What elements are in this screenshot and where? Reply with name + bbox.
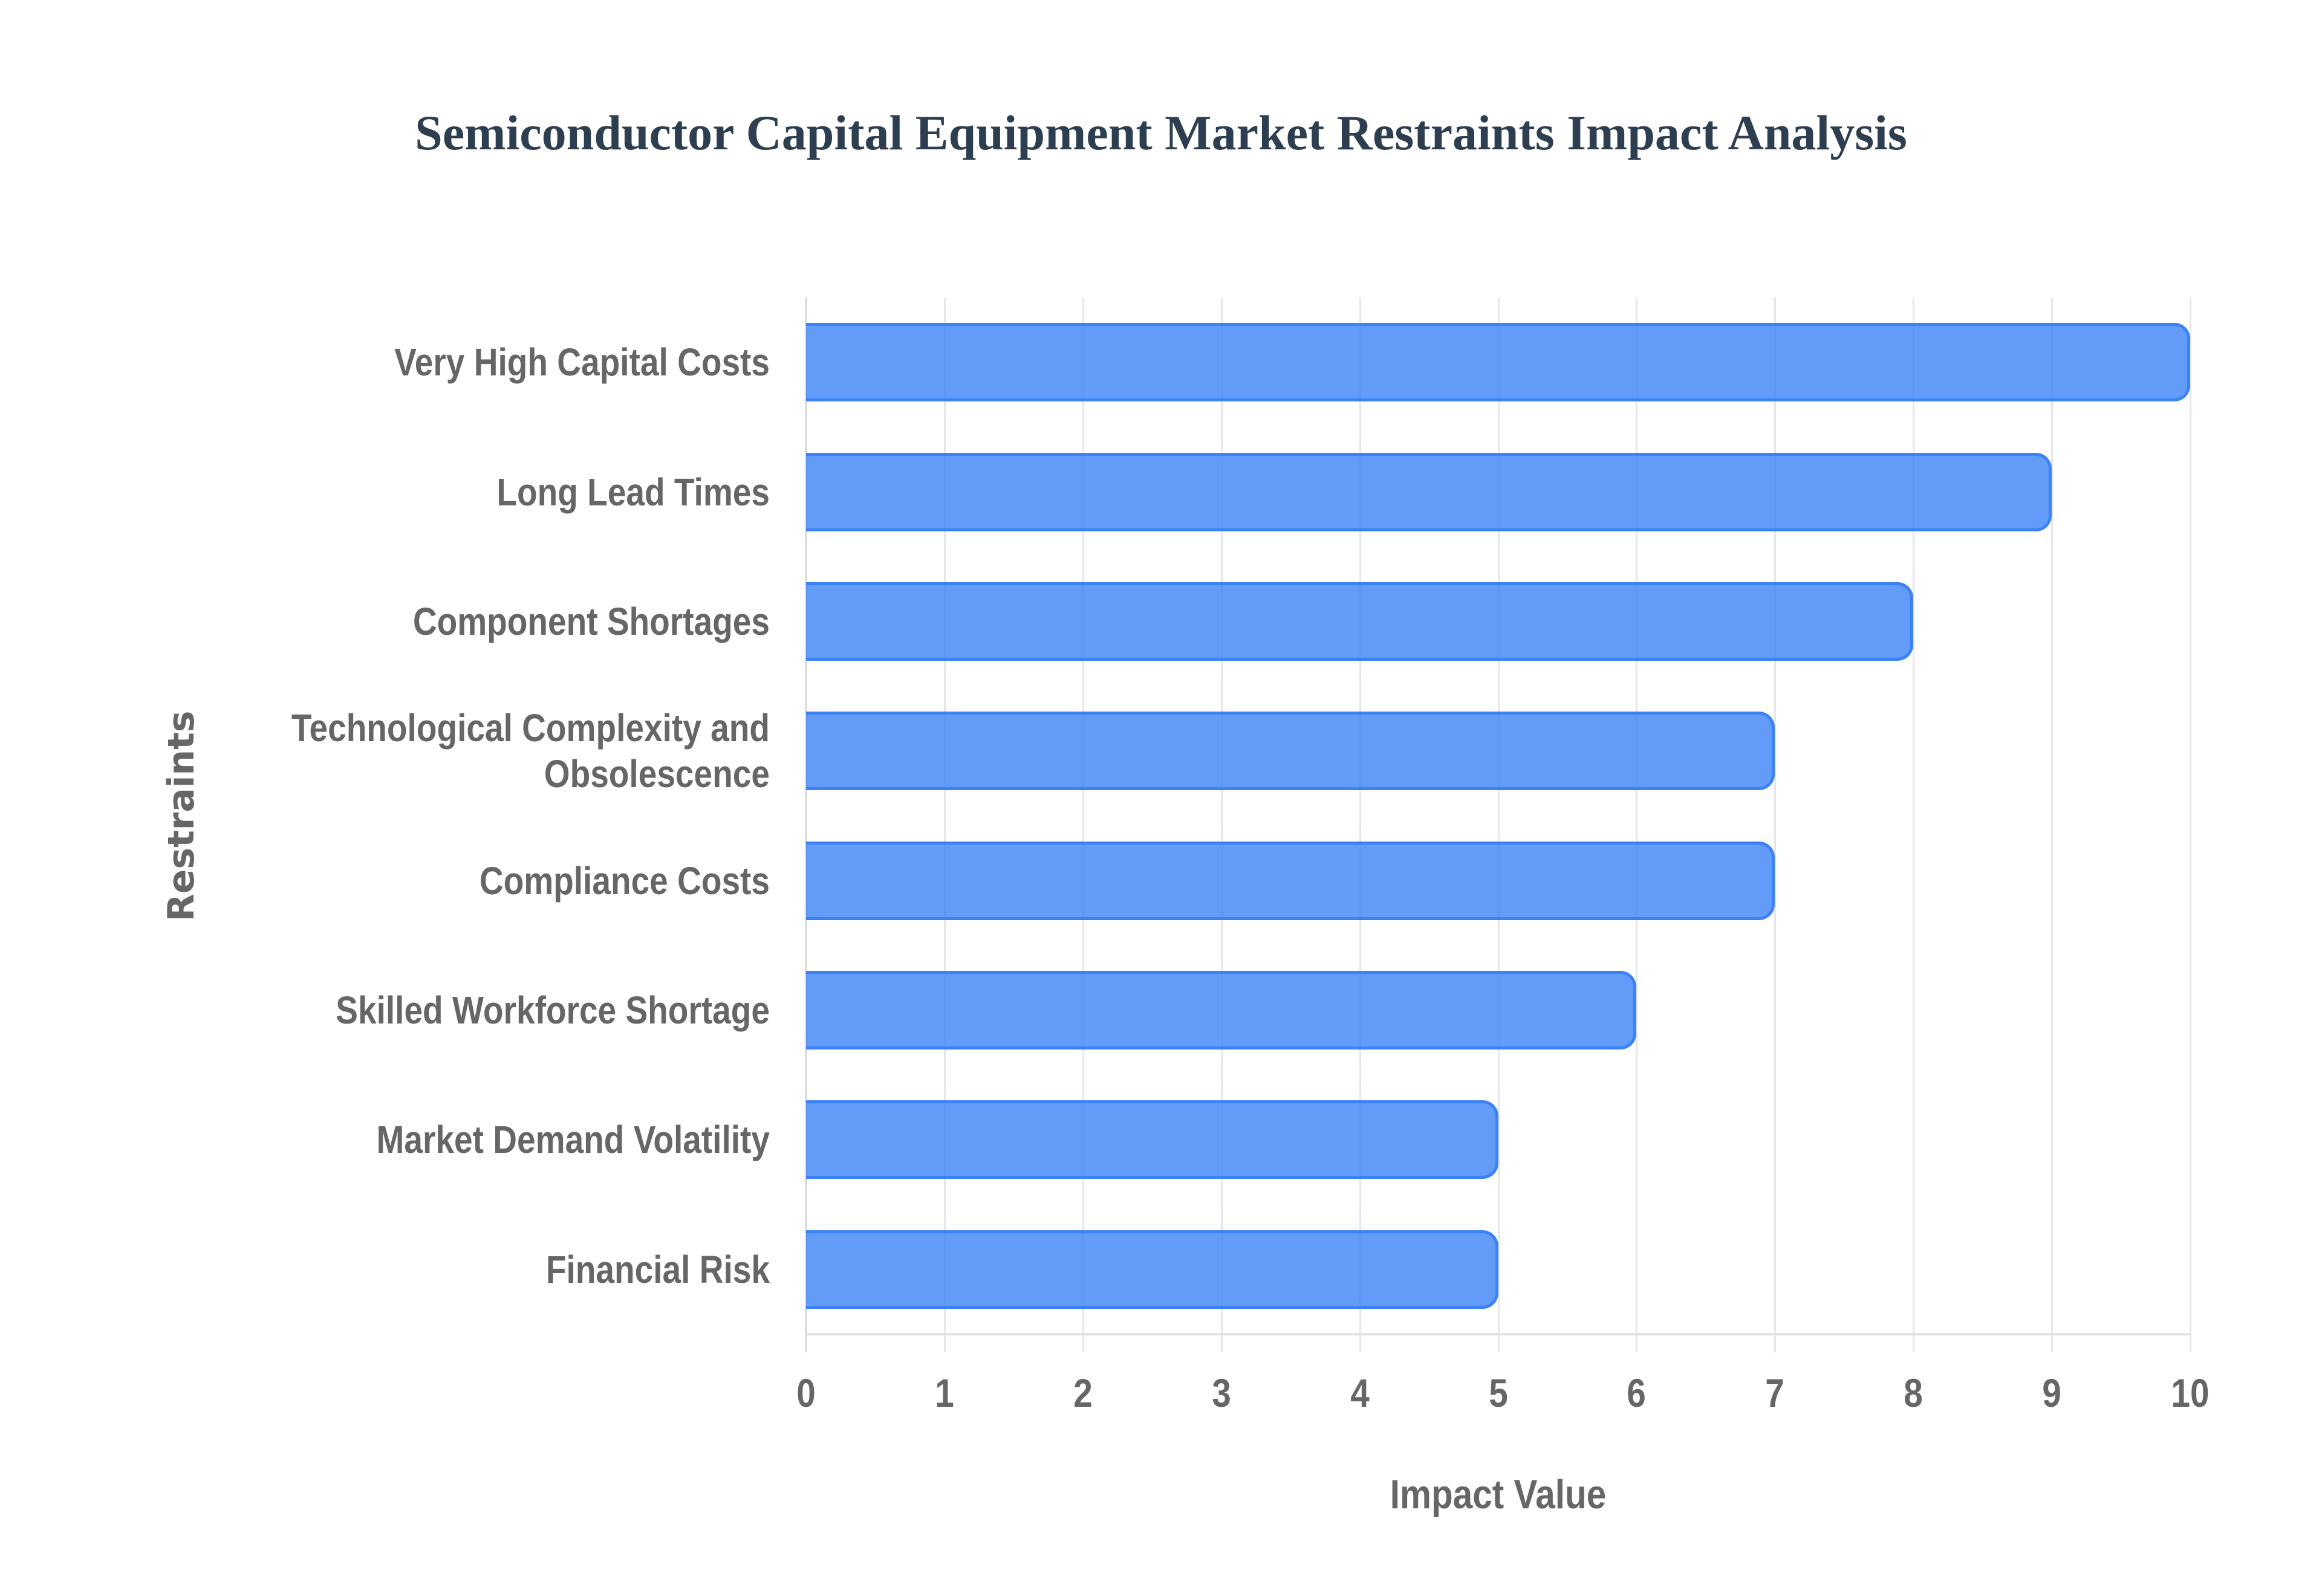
gridline — [1497, 297, 1500, 1352]
x-tick-label: 9 — [2042, 1371, 2061, 1415]
bar[interactable] — [806, 841, 1775, 920]
x-tick-label: 8 — [1904, 1371, 1923, 1415]
bar[interactable] — [806, 323, 2190, 402]
gridline — [1082, 297, 1084, 1352]
bar[interactable] — [806, 1100, 1498, 1179]
y-tick-label: Compliance Costs — [479, 858, 770, 903]
x-axis-title: Impact Value — [1390, 1471, 1607, 1517]
bar[interactable] — [806, 1230, 1498, 1309]
gridline — [1774, 297, 1777, 1352]
y-tick-label: Financial Risk — [545, 1247, 770, 1291]
x-tick-label: 2 — [1073, 1371, 1093, 1415]
y-tick-label: Technological Complexity and Obsolescenc… — [291, 706, 770, 796]
x-tick-label: 7 — [1765, 1371, 1785, 1415]
y-tick-label: Long Lead Times — [496, 470, 770, 514]
gridline — [2051, 297, 2054, 1352]
gridline — [1359, 297, 1361, 1352]
y-axis-title: Restraints — [160, 710, 203, 922]
plot-area — [805, 297, 2191, 1352]
y-tick-label: Market Demand Volatility — [376, 1118, 770, 1162]
x-tick-label: 3 — [1211, 1371, 1231, 1415]
y-tick-label: Skilled Workforce Shortage — [336, 988, 770, 1033]
x-axis-line — [806, 1333, 2190, 1335]
bar[interactable] — [806, 712, 1775, 791]
bar[interactable] — [806, 971, 1637, 1050]
x-tick-label: 4 — [1350, 1371, 1370, 1415]
x-tick-label: 6 — [1627, 1371, 1647, 1415]
x-tick-label: 10 — [2171, 1371, 2210, 1415]
x-tick-label: 5 — [1488, 1371, 1508, 1415]
gridline — [1913, 297, 1915, 1352]
gridline — [1636, 297, 1638, 1352]
chart-title: Semiconductor Capital Equipment Market R… — [415, 105, 1907, 160]
y-axis-line — [805, 297, 807, 1352]
gridline — [943, 297, 946, 1352]
y-tick-label: Component Shortages — [412, 599, 770, 643]
x-tick-label: 0 — [796, 1371, 816, 1415]
gridline — [2190, 297, 2191, 1352]
y-tick-label: Very High Capital Costs — [394, 340, 770, 384]
x-tick-label: 1 — [935, 1371, 954, 1415]
bar[interactable] — [806, 582, 1914, 661]
gridline — [1220, 297, 1223, 1352]
bar[interactable] — [806, 452, 2052, 531]
